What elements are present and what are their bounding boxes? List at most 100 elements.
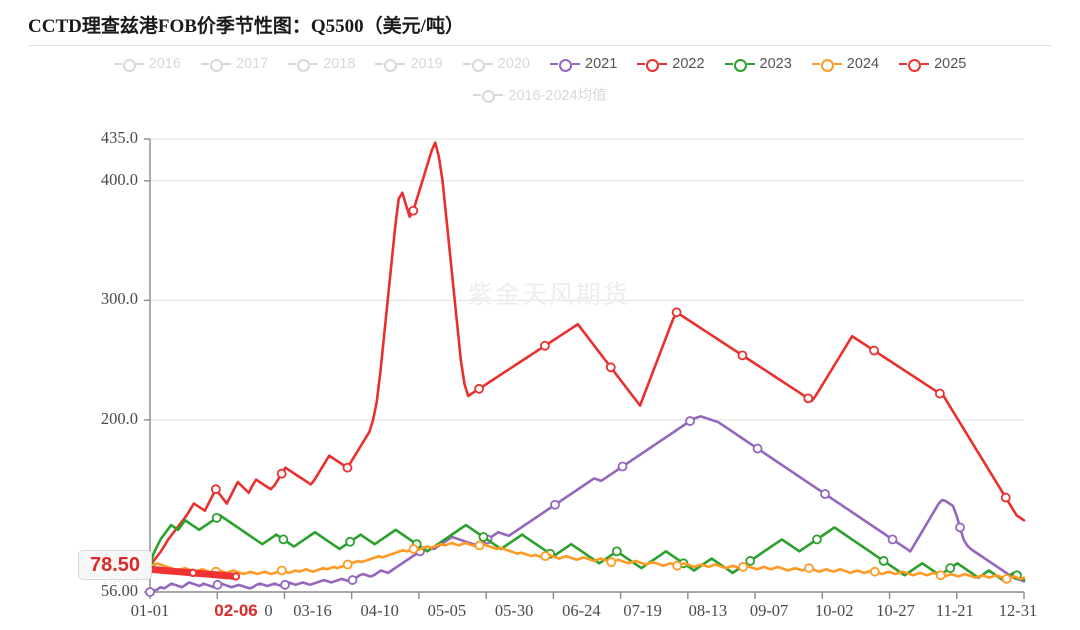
y-axis-tick-label: 56.00 (100, 581, 138, 600)
legend-item-2025[interactable]: 2025 (899, 56, 966, 72)
series-marker (540, 340, 550, 351)
series-marker (752, 443, 763, 454)
series-marker (671, 307, 682, 318)
series-marker (955, 522, 965, 533)
series-marker (550, 499, 560, 510)
legend-item-2019[interactable]: 2019 (375, 56, 443, 72)
chart-legend: 2016 2017 2018 2019 2020 2021 2022 2023 2024 2025… (0, 52, 1080, 114)
series-marker (745, 556, 756, 566)
x-axis-tick-label: 08-13 (688, 601, 728, 620)
legend-label: 2018 (323, 56, 356, 72)
series-marker (342, 559, 353, 570)
series-marker (737, 350, 748, 361)
series-marker (605, 362, 616, 373)
legend-marker-icon (200, 57, 231, 72)
legend-marker-icon (811, 57, 842, 72)
series-marker (145, 587, 155, 597)
x-axis-tick-label: 11-21 (935, 601, 974, 620)
series-marker (408, 544, 419, 554)
x-axis-tick-label: 03-16 (293, 601, 332, 620)
series-marker (812, 534, 822, 545)
series-marker (672, 560, 683, 571)
series-marker (1000, 492, 1011, 503)
series-marker (887, 534, 898, 545)
legend-label: 2021 (585, 56, 618, 72)
series-marker (408, 205, 419, 216)
legend-item-2024[interactable]: 2024 (811, 56, 880, 72)
legend-item-2016-2024均值[interactable]: 2016-2024均值 (473, 84, 607, 105)
legend-label: 2024 (846, 56, 880, 72)
x-axis-tick-label: 12-31 (998, 601, 1038, 620)
series-marker (276, 565, 287, 576)
series-marker (474, 540, 485, 551)
series-marker (540, 551, 551, 562)
legend-marker-icon (550, 57, 580, 72)
series-marker (211, 512, 222, 523)
legend-marker-icon (113, 57, 144, 72)
series-marker (738, 561, 748, 572)
legend-marker-icon (724, 57, 755, 72)
series-marker (934, 388, 945, 399)
series-marker (804, 563, 814, 573)
legend-label: 2019 (410, 56, 443, 72)
series-marker (803, 393, 814, 404)
series-marker (617, 461, 628, 472)
legend-marker-icon (288, 57, 319, 72)
legend-item-2016[interactable]: 2016 (113, 56, 181, 72)
x-axis-tick-label: 10-02 (815, 601, 854, 620)
chart-canvas (144, 138, 1026, 599)
series-marker (345, 536, 355, 547)
x-axis-tick-label: 10-27 (876, 601, 915, 620)
legend-item-2023[interactable]: 2023 (724, 56, 792, 72)
series-marker (611, 546, 622, 557)
x-axis-tick-label: 01-01 (130, 601, 170, 620)
legend-row-primary: 2016 2017 2018 2019 2020 2021 2022 2023 2024 2025 (0, 56, 1080, 72)
x-axis-tick-label: 05-05 (427, 601, 467, 620)
legend-marker-icon (375, 57, 406, 72)
legend-label: 2023 (759, 56, 792, 72)
series-line-2023 (148, 514, 1026, 582)
series-marker (685, 416, 695, 426)
current-value-callout[interactable]: 78.50 (78, 550, 152, 581)
series-marker (820, 489, 830, 499)
legend-item-2017[interactable]: 2017 (200, 56, 268, 72)
legend-marker-icon (637, 57, 668, 72)
series-marker (878, 556, 889, 566)
page-title: CCTD理查兹港FOB价季节性图：Q5500（美元/吨） (28, 16, 464, 37)
legend-item-2018[interactable]: 2018 (288, 56, 355, 72)
series-marker (474, 383, 485, 394)
series-marker (231, 572, 241, 581)
x-axis-tick-label: 07-19 (623, 601, 662, 620)
series-marker (342, 462, 353, 473)
series-marker (935, 570, 946, 581)
series-marker (210, 484, 221, 495)
watermark: 紫金天风期货 (468, 281, 631, 309)
series-marker (606, 557, 617, 568)
legend-marker-icon (899, 57, 930, 72)
series-line-2022 (148, 141, 1026, 567)
legend-row-secondary: 2016-2024均值 (0, 84, 1080, 105)
legend-label: 2025 (934, 56, 967, 72)
legend-item-2020[interactable]: 2020 (462, 56, 530, 72)
legend-label: 2022 (672, 56, 705, 72)
legend-label: 2016-2024均值 (508, 88, 607, 104)
series-marker (945, 563, 956, 573)
series-marker (212, 579, 223, 590)
series-marker (280, 579, 290, 590)
y-axis-tick-label: 300.0 (100, 289, 138, 309)
series-marker (1001, 573, 1012, 584)
legend-item-2021[interactable]: 2021 (550, 56, 617, 72)
series-marker (347, 575, 358, 585)
title-divider (28, 45, 1052, 46)
legend-marker-icon (473, 88, 504, 103)
y-axis-tick-label: 435.0 (100, 128, 138, 147)
y-axis-tick-label: 400.0 (100, 169, 138, 189)
series-marker (869, 345, 879, 356)
title-bar: CCTD理查兹港FOB价季节性图：Q5500（美元/吨） (0, 0, 1080, 46)
series-line-2021 (148, 415, 1026, 594)
legend-item-2022[interactable]: 2022 (637, 56, 705, 72)
plot-area: 紫金天风期货 435.0 400.0 300.0 200.0 56.00 01-01 02… (0, 114, 1080, 630)
series-marker (188, 568, 198, 578)
series-marker (276, 468, 287, 479)
